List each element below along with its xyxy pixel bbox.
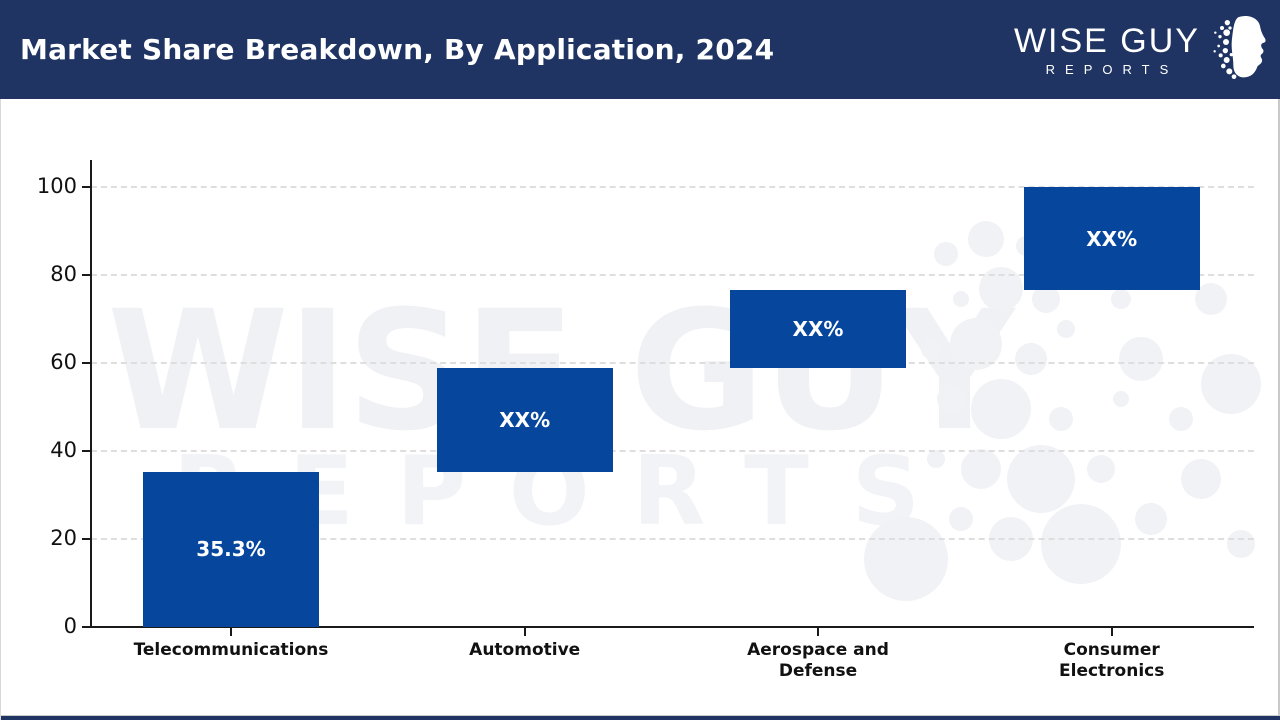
bar-value-label: XX% [499,407,551,432]
chart-canvas: WISE GUY REPORTS 0 20 40 60 [0,99,1280,720]
x-axis-tick [1110,627,1113,636]
y-axis-tick [82,274,91,276]
x-axis-category-label: Aerospace and Defense [747,640,889,681]
gridline [91,274,1254,276]
y-axis-tick-label: 60 [50,350,77,374]
y-axis-tick-label: 80 [50,262,77,286]
gridline [91,362,1254,364]
logo-wordmark: WISE GUY [1013,22,1200,60]
bar-segment: XX% [1023,187,1200,291]
wiseguy-face-icon [1213,16,1266,79]
bar-segment: XX% [436,368,613,472]
y-axis-tick [82,538,91,540]
gridline [91,186,1254,188]
y-axis-tick [82,186,91,188]
wiseguy-logo: WISE GUY REPORTS [1013,8,1266,92]
x-axis-tick [523,627,526,636]
x-axis-category-label: Telecommunications [133,640,329,660]
footer-stripe [1,715,1280,720]
header: Market Share Breakdown, By Application, … [0,0,1280,99]
y-axis-tick [82,626,91,628]
y-axis-line [90,160,92,628]
x-axis-category-label: Consumer Electronics [1059,640,1165,681]
bar-value-label: XX% [1086,226,1138,251]
bar-value-label: 35.3% [196,537,266,562]
bar-segment: XX% [730,290,906,369]
y-axis-tick-label: 100 [36,174,77,198]
x-axis-tick [817,627,819,636]
gridline [91,450,1254,452]
y-axis-tick-label: 20 [50,526,77,550]
logo-subtitle: REPORTS [1045,62,1179,77]
y-axis-tick [82,450,91,452]
x-axis-line [89,626,1254,628]
bar-segment: 35.3% [143,471,319,627]
y-axis-tick-label: 40 [50,438,77,462]
x-axis-category-label: Automotive [469,640,581,660]
chart-title: Market Share Breakdown, By Application, … [20,33,775,66]
y-axis-tick-label: 0 [63,614,77,638]
x-axis-tick [230,627,232,636]
y-axis-tick [82,362,91,364]
gridline [91,538,1254,540]
bar-value-label: XX% [792,317,844,342]
